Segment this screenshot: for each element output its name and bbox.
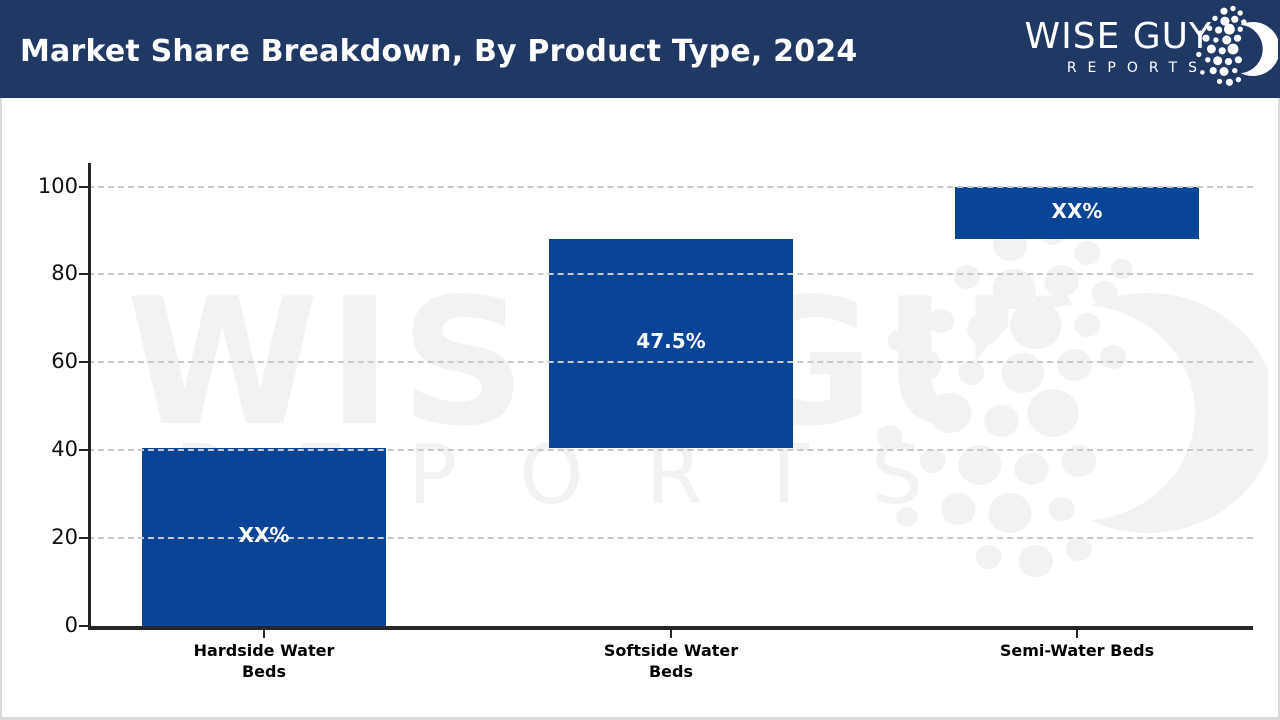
gridline-40 [88, 449, 1253, 452]
bar-1 [142, 447, 386, 626]
y-tick-label: 100 [37, 173, 78, 198]
x-axis-line [88, 626, 1253, 630]
category-label: Softside Water Beds [603, 641, 739, 681]
chart-title: Market Share Breakdown, By Product Type,… [20, 34, 858, 69]
logo-subtitle: REPORTS [1066, 60, 1208, 76]
logo-wordmark: WISE GUY [1024, 16, 1212, 57]
y-tick-label: 80 [51, 261, 78, 286]
y-tick-mark [79, 449, 88, 452]
y-tick-mark [79, 537, 88, 540]
y-tick-mark [79, 185, 88, 188]
y-tick-label: 0 [64, 613, 78, 637]
x-tick-mark [670, 630, 672, 638]
bar-value-label: XX% [238, 522, 290, 547]
y-tick-mark [79, 361, 88, 364]
gridline-60 [88, 361, 1253, 364]
y-tick-label: 60 [51, 349, 78, 374]
category-label: Hardside Water Beds [193, 641, 335, 681]
x-tick-mark [1076, 630, 1078, 638]
gridline-20 [88, 537, 1253, 540]
bar-3 [955, 186, 1199, 239]
logo-face-icon [1196, 5, 1278, 86]
y-tick-mark [79, 625, 88, 627]
y-axis-line [88, 163, 91, 630]
watermark-face-icon [876, 221, 1268, 577]
y-tick-label: 20 [51, 525, 78, 550]
gridline-80 [88, 273, 1253, 276]
bar-value-label: 47.5% [636, 329, 706, 354]
y-tick-label: 40 [51, 437, 78, 462]
bar-value-label: XX% [1051, 198, 1103, 223]
header-banner: Market Share Breakdown, By Product Type,… [0, 0, 1280, 98]
y-tick-mark [79, 273, 88, 276]
category-label: Semi-Water Beds [999, 641, 1155, 660]
x-tick-mark [263, 630, 265, 638]
gridline-100 [88, 185, 1253, 188]
